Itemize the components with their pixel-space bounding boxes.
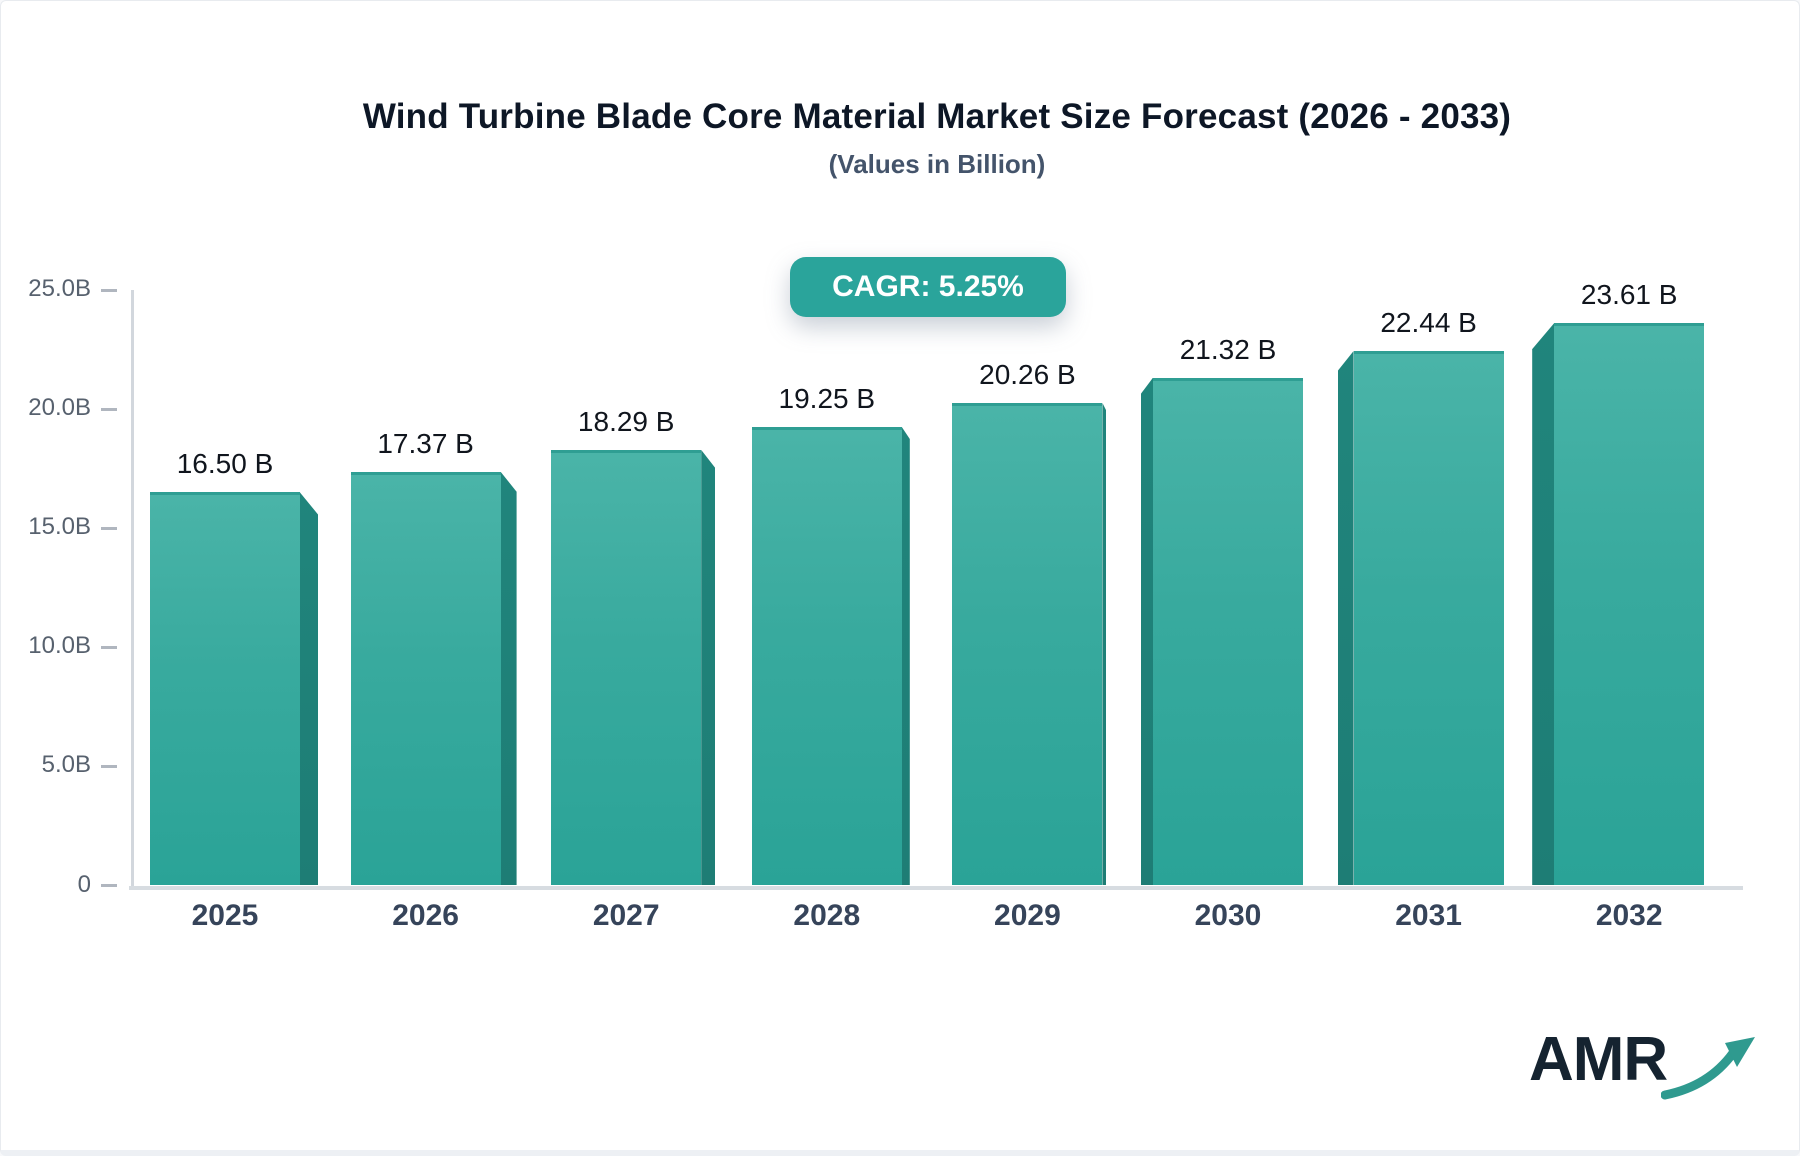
x-axis-baseline xyxy=(129,885,1743,890)
bar-side-face-2030 xyxy=(1141,377,1153,886)
x-axis-label-2026: 2026 xyxy=(392,899,459,932)
chart-title: Wind Turbine Blade Core Material Market … xyxy=(362,97,1512,136)
bar-2026[interactable] xyxy=(350,471,501,886)
x-axis-label-2031: 2031 xyxy=(1395,899,1462,932)
bar-value-label-2031: 22.44 B xyxy=(1380,306,1477,338)
trending-up-arrow-icon xyxy=(1661,1037,1756,1100)
y-axis-tick-mark xyxy=(101,764,117,768)
y-axis-tick-mark xyxy=(101,407,117,411)
y-axis-tick-label: 0 xyxy=(77,870,91,898)
bar-side-face-2027 xyxy=(701,449,716,886)
brand-logo-text: AMR xyxy=(1529,1025,1668,1094)
bar-side-face-2032 xyxy=(1532,323,1555,886)
y-axis-tick-mark xyxy=(101,645,117,649)
x-axis-label-2030: 2030 xyxy=(1194,899,1262,932)
bar-side-face-2028 xyxy=(901,426,910,886)
bar-value-label-2029: 20.26 B xyxy=(979,358,1076,390)
x-axis-label-2025: 2025 xyxy=(191,899,259,932)
bar-value-label-2026: 17.37 B xyxy=(377,427,474,459)
bar-value-label-2032: 23.61 B xyxy=(1580,279,1678,311)
bar-value-label-2030: 21.32 B xyxy=(1179,333,1277,365)
bar-side-face-2025 xyxy=(300,492,318,886)
bar-2032[interactable] xyxy=(1554,323,1705,886)
bar-2031[interactable] xyxy=(1353,350,1504,886)
cagr-badge: CAGR: 5.25% xyxy=(790,257,1066,317)
y-axis-tick-label: 10.0B xyxy=(28,632,91,660)
x-axis-label-2028: 2028 xyxy=(793,899,861,932)
y-axis-tick-label: 25.0B xyxy=(28,275,91,302)
bar-2030[interactable] xyxy=(1153,377,1303,886)
y-axis-line xyxy=(131,290,134,886)
y-axis-tick-label: 5.0B xyxy=(41,751,91,779)
y-axis-tick-mark xyxy=(101,884,117,887)
y-axis-tick-mark xyxy=(101,288,117,292)
bar-value-label-2028: 19.25 B xyxy=(778,382,876,414)
x-axis-label-2029: 2029 xyxy=(994,899,1061,932)
chart-subtitle: (Values in Billion) xyxy=(828,149,1046,179)
y-axis-tick-label: 20.0B xyxy=(28,394,91,422)
bar-2025[interactable] xyxy=(150,492,300,886)
y-axis-tick-mark xyxy=(101,526,117,530)
bar-2028[interactable] xyxy=(751,426,902,886)
bar-value-label-2025: 16.50 B xyxy=(176,448,274,480)
y-axis-tick-label: 15.0B xyxy=(28,513,91,541)
bar-value-label-2027: 18.29 B xyxy=(577,405,675,437)
x-axis-label-2032: 2032 xyxy=(1595,899,1663,932)
brand-logo: AMR xyxy=(1529,1029,1761,1103)
bar-side-face-2031 xyxy=(1337,350,1354,886)
bar-side-face-2029 xyxy=(1102,402,1107,886)
x-axis-label-2027: 2027 xyxy=(592,899,660,932)
bar-side-face-2026 xyxy=(500,471,517,886)
bar-2027[interactable] xyxy=(551,449,702,886)
bar-2029[interactable] xyxy=(952,402,1103,886)
